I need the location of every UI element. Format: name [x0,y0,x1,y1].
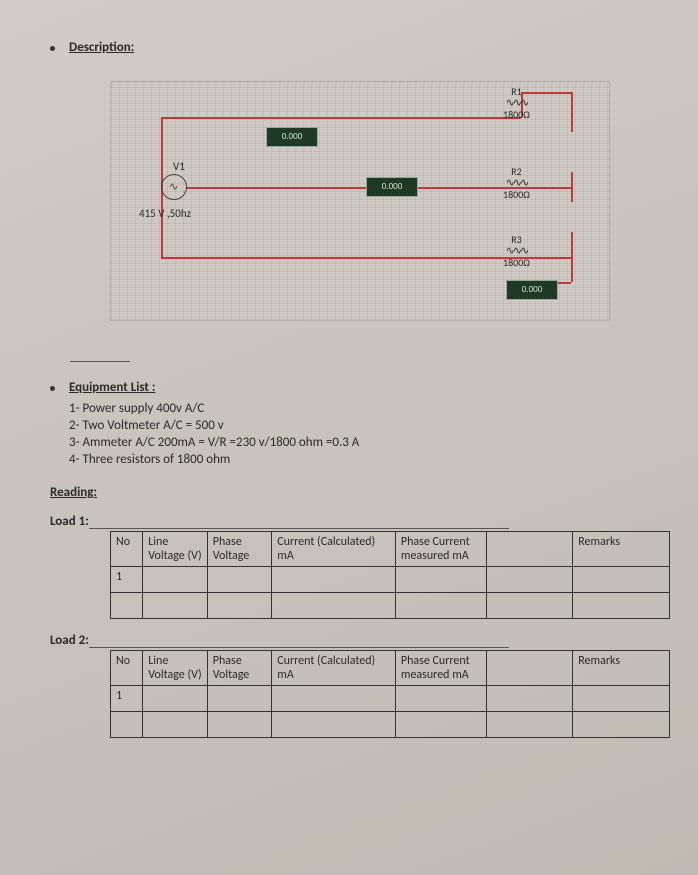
cell [207,567,272,593]
source-v1-label: V1 [173,160,185,173]
cell [573,567,670,593]
circuit-diagram: 0.000 0.000 0.000 R1 ∿∿∿ 1800Ω R2 ∿∿∿ 18… [110,81,610,321]
cell [395,712,486,738]
resistor-r3: R3 ∿∿∿ 1800Ω [503,234,530,268]
cell [487,686,573,712]
col-current-calc: Current (Calculated) mA [272,651,396,686]
description-heading: Description: [69,40,134,55]
col-phase-current: Phase Current measured mA [395,532,486,567]
cell [143,567,208,593]
r3-value: 1800Ω [503,256,530,269]
divider [70,361,130,362]
cell [487,712,573,738]
col-remarks: Remarks [573,532,670,567]
equipment-item: Three resistors of 1800 ohm [69,452,359,467]
col-no: No [111,651,143,686]
cell [111,712,143,738]
cell [207,593,272,619]
source-wave-icon: ∿ [169,180,178,193]
cell [487,567,573,593]
cell [573,712,670,738]
table-row: 1 [111,567,670,593]
cell [207,712,272,738]
col-current-calc: Current (Calculated) mA [272,532,396,567]
equipment-item: Ammeter A/C 200mA = V/R =230 v/1800 ohm … [69,435,359,450]
cell [143,686,208,712]
cell [272,712,396,738]
resistor-icon: ∿∿∿ [506,176,528,189]
resistor-icon: ∿∿∿ [506,96,528,109]
col-line-voltage: Line Voltage (V) [143,651,208,686]
col-phase-current: Phase Current measured mA [395,651,486,686]
load1-label: Load 1: [50,514,648,529]
cell [395,686,486,712]
resistor-r1: R1 ∿∿∿ 1800Ω [503,86,530,120]
table-row [111,712,670,738]
bullet-icon [50,386,55,391]
meter-3: 0.000 [506,280,558,300]
cell [111,593,143,619]
cell [487,593,573,619]
cell [272,593,396,619]
equipment-item: Two Voltmeter A/C = 500 v [69,418,359,433]
load2-label: Load 2: [50,633,648,648]
resistor-r2: R2 ∿∿∿ 1800Ω [503,166,530,200]
cell [395,567,486,593]
table-header-row: No Line Voltage (V) Phase Voltage Curren… [111,651,670,686]
col-line-voltage: Line Voltage (V) [143,532,208,567]
description-section: Description: [50,40,648,61]
load2-label-text: Load 2: [50,633,89,648]
col-phase-voltage: Phase Voltage [207,532,272,567]
r1-value: 1800Ω [503,108,530,121]
cell [207,686,272,712]
cell [143,593,208,619]
reading-heading: Reading: [50,485,648,500]
r2-value: 1800Ω [503,188,530,201]
col-no: No [111,532,143,567]
col-remarks: Remarks [573,651,670,686]
table-header-row: No Line Voltage (V) Phase Voltage Curren… [111,532,670,567]
equipment-heading: Equipment List : [69,380,359,395]
source-freq-label: 415 V ,50hz [139,207,191,220]
equipment-section: Equipment List : Power supply 400v A/C T… [50,380,648,469]
equipment-list: Power supply 400v A/C Two Voltmeter A/C … [69,401,359,467]
meter-1: 0.000 [266,127,318,147]
cell [573,593,670,619]
table-row: 1 [111,686,670,712]
cell-no: 1 [111,567,143,593]
cell [573,686,670,712]
equipment-item: Power supply 400v A/C [69,401,359,416]
cell [143,712,208,738]
load1-label-text: Load 1: [50,514,89,529]
load1-table: No Line Voltage (V) Phase Voltage Curren… [110,531,670,619]
col-phase-voltage: Phase Voltage [207,651,272,686]
bullet-icon [50,46,55,51]
cell [272,686,396,712]
table-row [111,593,670,619]
load2-table: No Line Voltage (V) Phase Voltage Curren… [110,650,670,738]
resistor-icon: ∿∿∿ [506,244,528,257]
col-spare [487,532,573,567]
col-spare [487,651,573,686]
cell-no: 1 [111,686,143,712]
meter-2: 0.000 [366,177,418,197]
cell [395,593,486,619]
cell [272,567,396,593]
